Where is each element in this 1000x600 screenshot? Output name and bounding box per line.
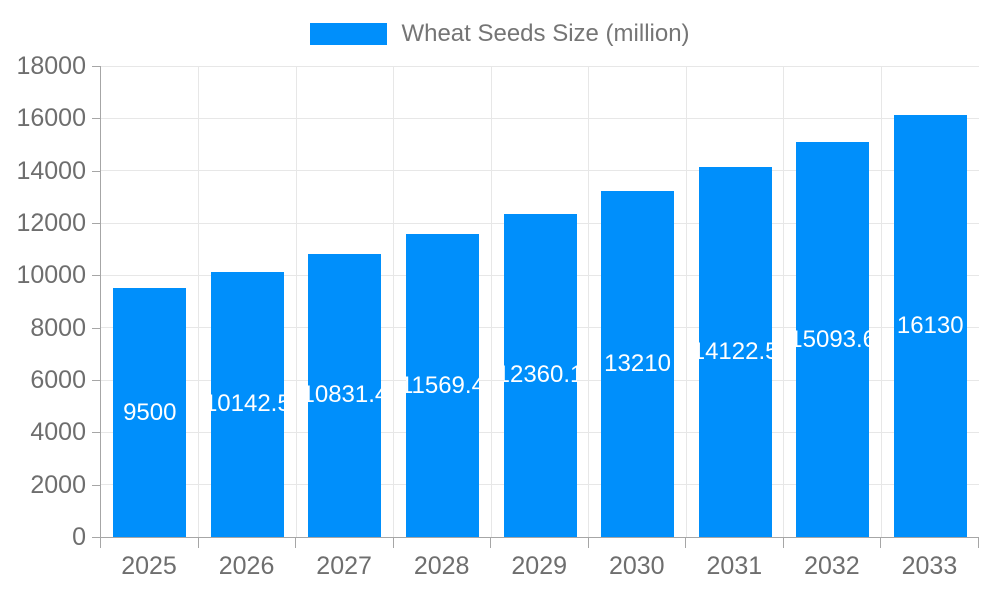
x-axis-label: 2027 (316, 552, 372, 580)
plot-area: 9500 10142.5 10831.4 11569.4 12360.1 13210 141… (100, 65, 979, 538)
y-axis-tick (92, 380, 100, 381)
y-axis-tick (92, 170, 100, 172)
bar-value-label: 12360.1 (504, 361, 577, 389)
vertical-gridline (295, 66, 297, 537)
x-axis-tick (587, 538, 589, 548)
bar-2029[interactable]: 12360.1 (503, 213, 577, 537)
vertical-gridline (588, 66, 590, 537)
x-axis-tick (295, 538, 297, 548)
x-axis-tick (880, 538, 882, 548)
x-axis-label: 2033 (901, 552, 958, 580)
vertical-gridline (198, 66, 200, 537)
x-axis-label: 2025 (121, 552, 177, 580)
x-axis-label: 2030 (608, 552, 665, 580)
y-axis-label: 14000 (16, 156, 86, 185)
legend-series-label: Wheat Seeds Size (million) (401, 20, 690, 47)
bar-value-label: 10142.5 (211, 390, 284, 418)
bar-value-label: 9500 (123, 398, 177, 426)
y-axis-tick (92, 484, 100, 486)
legend-swatch-icon (310, 23, 388, 45)
vertical-gridline (393, 66, 395, 537)
y-axis-label: 12000 (16, 209, 86, 237)
horizontal-gridline (101, 65, 979, 67)
y-axis-tick (92, 327, 100, 329)
vertical-gridline (685, 66, 687, 537)
bar-value-label: 14122.5 (699, 338, 772, 366)
y-axis-tick (92, 275, 100, 277)
x-axis-label: 2031 (706, 552, 763, 580)
y-axis-tick (92, 537, 100, 538)
bar-2027[interactable]: 10831.4 (308, 253, 382, 537)
y-axis-tick (92, 432, 100, 434)
x-axis-tick (685, 538, 687, 548)
bar-2025[interactable]: 9500 (113, 288, 187, 537)
x-axis-label: 2032 (804, 552, 860, 580)
x-axis-tick (978, 538, 979, 548)
x-axis-label: 2028 (413, 552, 470, 580)
bar-2030[interactable]: 13210 (601, 191, 675, 537)
horizontal-gridline (101, 170, 979, 172)
x-axis-tick (490, 538, 492, 548)
x-axis-label: 2026 (218, 552, 275, 580)
bar-value-label: 16130 (896, 311, 964, 339)
x-axis-label: 2029 (511, 552, 568, 580)
bar-value-label: 13210 (604, 350, 671, 378)
bar-value-label: 11569.4 (406, 371, 479, 399)
bar-value-label: 15093.6 (796, 325, 869, 353)
bar-2032[interactable]: 15093.6 (796, 142, 870, 537)
x-axis-tick (392, 538, 394, 548)
bar-2028[interactable]: 11569.4 (405, 234, 479, 537)
y-axis-label: 16000 (16, 104, 86, 133)
y-axis-label: 0 (72, 523, 86, 551)
bar-2031[interactable]: 14122.5 (698, 167, 772, 537)
x-axis-tick (782, 538, 784, 548)
vertical-gridline (490, 66, 492, 537)
y-axis-label: 2000 (30, 470, 86, 499)
y-axis-tick (92, 223, 100, 224)
bar-value-label: 10831.4 (308, 381, 381, 409)
x-axis-tick (100, 538, 101, 548)
vertical-gridline (783, 66, 785, 537)
y-axis-label: 10000 (16, 261, 86, 290)
y-axis-label: 4000 (30, 418, 86, 447)
x-axis-tick (197, 538, 199, 548)
horizontal-gridline (101, 117, 979, 119)
y-axis-tick (92, 118, 100, 120)
bar-2033[interactable]: 16130 (893, 114, 967, 537)
y-axis-label: 8000 (30, 313, 86, 342)
legend[interactable]: Wheat Seeds Size (million) (0, 20, 1000, 47)
bar-2026[interactable]: 10142.5 (210, 271, 284, 537)
vertical-gridline (880, 66, 882, 537)
y-axis-tick (92, 66, 100, 67)
y-axis-label: 6000 (30, 366, 86, 394)
y-axis-label: 18000 (16, 52, 86, 80)
